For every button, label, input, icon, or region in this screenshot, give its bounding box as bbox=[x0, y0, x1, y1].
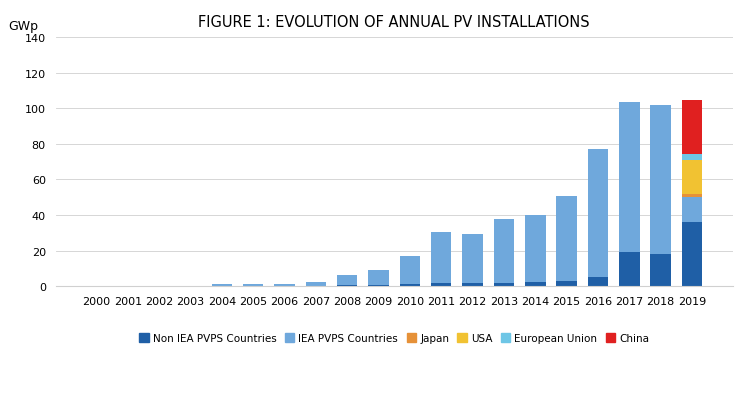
Text: GWp: GWp bbox=[8, 20, 38, 33]
Bar bbox=[525, 216, 545, 282]
Bar bbox=[275, 286, 295, 287]
Bar bbox=[431, 233, 452, 283]
Bar bbox=[462, 234, 482, 283]
Bar bbox=[212, 285, 232, 286]
Bar bbox=[494, 220, 514, 283]
Bar bbox=[525, 282, 545, 287]
Bar bbox=[494, 283, 514, 287]
Bar bbox=[682, 101, 702, 154]
Bar bbox=[682, 223, 702, 287]
Bar bbox=[682, 198, 702, 223]
Bar bbox=[682, 161, 702, 194]
Bar bbox=[369, 270, 389, 285]
Bar bbox=[243, 284, 263, 286]
Bar bbox=[275, 284, 295, 286]
Bar bbox=[337, 275, 358, 286]
Legend: Non IEA PVPS Countries, IEA PVPS Countries, Japan, USA, European Union, China: Non IEA PVPS Countries, IEA PVPS Countri… bbox=[137, 332, 652, 346]
Bar bbox=[619, 103, 640, 253]
Bar bbox=[243, 286, 263, 287]
Title: FIGURE 1: EVOLUTION OF ANNUAL PV INSTALLATIONS: FIGURE 1: EVOLUTION OF ANNUAL PV INSTALL… bbox=[198, 15, 590, 30]
Bar bbox=[337, 286, 358, 287]
Bar bbox=[369, 285, 389, 287]
Bar bbox=[462, 283, 482, 287]
Bar bbox=[588, 150, 608, 278]
Bar bbox=[399, 256, 420, 285]
Bar bbox=[619, 253, 640, 287]
Bar bbox=[651, 254, 671, 287]
Bar bbox=[557, 197, 577, 281]
Bar bbox=[651, 105, 671, 254]
Bar bbox=[682, 154, 702, 161]
Bar bbox=[682, 194, 702, 198]
Bar bbox=[399, 285, 420, 287]
Bar bbox=[431, 283, 452, 287]
Bar bbox=[557, 281, 577, 287]
Bar bbox=[588, 278, 608, 287]
Bar bbox=[306, 286, 326, 287]
Bar bbox=[306, 282, 326, 286]
